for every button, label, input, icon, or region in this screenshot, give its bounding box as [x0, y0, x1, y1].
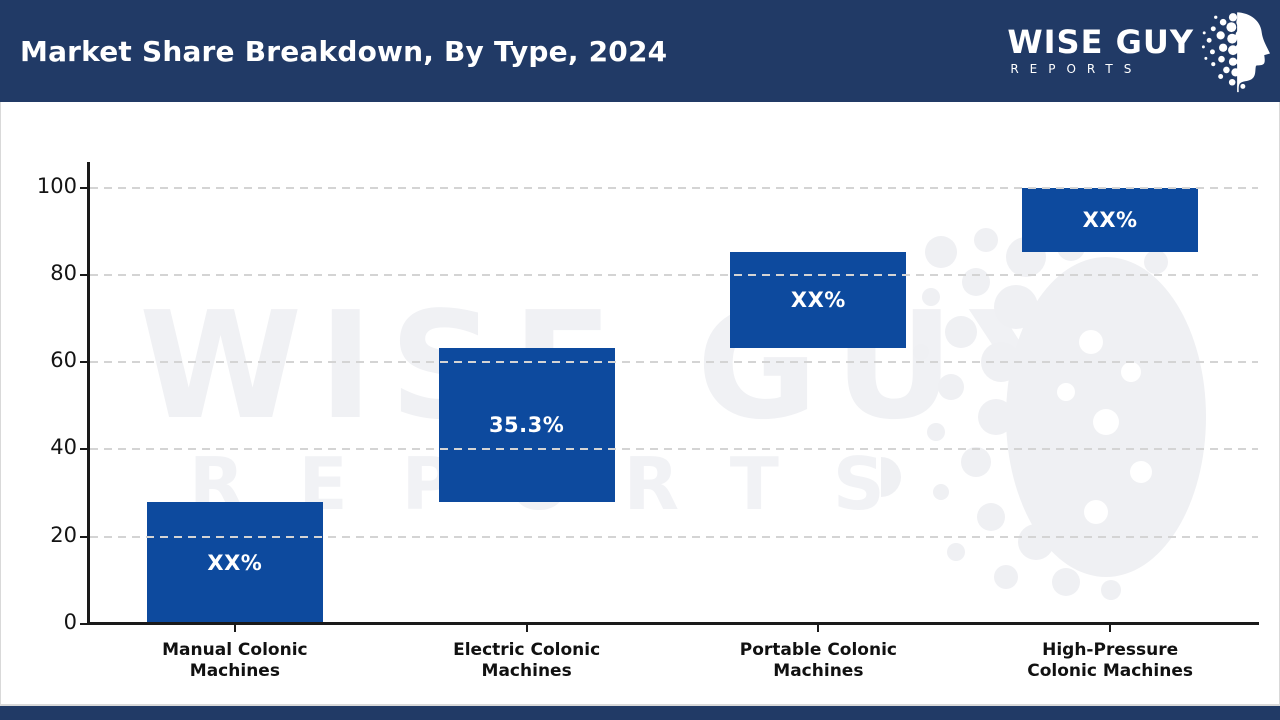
gridline: [90, 361, 1258, 364]
bar-segment: XX%: [730, 251, 907, 348]
bar-segment: 35.3%: [438, 347, 615, 502]
x-axis-line: [87, 622, 1259, 625]
x-category-label-line2: Colonic Machines: [1027, 661, 1193, 681]
x-category-label: Electric Colonic Machines: [397, 640, 657, 682]
plot-area: XX% Manual Colonic Machines 35.3% Electric C…: [1, 102, 1279, 704]
x-category-label-line1: Manual Colonic: [162, 640, 308, 660]
logo-wordmark: WISE GUY: [1007, 23, 1194, 61]
x-category-label-line2: Machines: [481, 661, 572, 681]
x-category-label-line1: Portable Colonic: [739, 640, 897, 660]
y-tick-mark: [80, 448, 87, 451]
gridline: [90, 186, 1258, 189]
x-tick-mark: [1109, 625, 1112, 632]
y-tick-label: 20: [50, 522, 77, 547]
y-tick-label: 40: [50, 435, 77, 460]
y-tick-mark: [80, 623, 87, 625]
bar-segment: XX%: [1022, 187, 1199, 252]
logo-text: WISE GUY REPORTS: [1007, 26, 1194, 76]
logo-subtitle: REPORTS: [1010, 62, 1143, 76]
x-tick-mark: [817, 625, 820, 632]
bar-value-label: XX%: [790, 287, 846, 312]
gridline: [90, 273, 1258, 276]
chart-title: Market Share Breakdown, By Type, 2024: [20, 34, 668, 68]
y-tick-mark: [80, 361, 87, 364]
y-tick-mark: [80, 535, 87, 538]
x-category-label-line2: Machines: [773, 661, 864, 681]
x-category-label: Manual Colonic Machines: [105, 640, 365, 682]
x-category-label: High-Pressure Colonic Machines: [980, 640, 1240, 682]
x-tick-mark: [525, 625, 528, 632]
x-category-label-line2: Machines: [189, 661, 280, 681]
y-tick-mark: [80, 273, 87, 276]
gridline: [90, 448, 1258, 451]
logo-face-icon: [1201, 12, 1270, 93]
x-category-label-line1: High-Pressure: [1042, 640, 1179, 660]
footer-bar: [0, 706, 1280, 720]
gridline: [90, 535, 1258, 538]
y-tick-label: 60: [50, 348, 77, 373]
bar-segment: XX%: [146, 501, 323, 624]
y-tick-label: 80: [50, 260, 77, 285]
wise-guy-logo: WISE GUY REPORTS: [1007, 8, 1270, 94]
bar-value-label: XX%: [1082, 207, 1138, 232]
x-category-label: Portable Colonic Machines: [688, 640, 948, 682]
header: Market Share Breakdown, By Type, 2024 WI…: [0, 0, 1280, 102]
y-tick-label: 0: [63, 610, 77, 634]
y-axis-line: [87, 162, 90, 625]
x-tick-mark: [233, 625, 236, 632]
bar-value-label: XX%: [207, 550, 263, 575]
bar-value-label: 35.3%: [488, 412, 565, 437]
y-tick-label: 100: [36, 173, 77, 198]
y-tick-mark: [80, 186, 87, 189]
x-category-label-line1: Electric Colonic: [453, 640, 601, 660]
